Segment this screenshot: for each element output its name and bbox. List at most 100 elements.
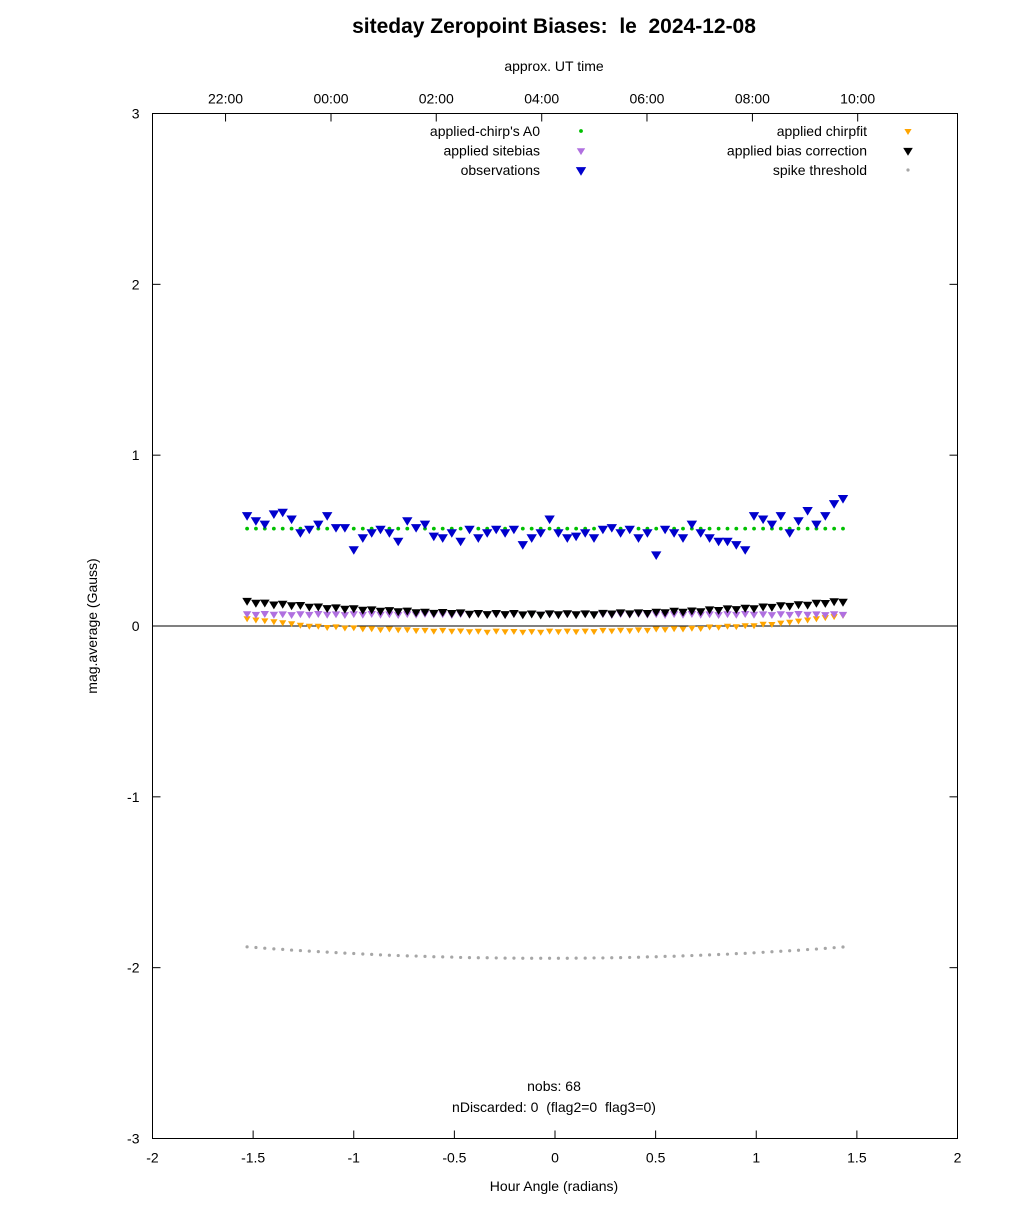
a0-point	[405, 526, 410, 531]
spike-point	[254, 945, 258, 950]
biascorr-point	[749, 605, 759, 614]
chirpfit-point	[697, 626, 705, 632]
biascorr-point	[829, 598, 839, 607]
chirpfit-point	[626, 628, 634, 635]
legend-label-observations: observations	[461, 162, 540, 178]
observations-point	[651, 551, 662, 560]
spike-point	[734, 952, 738, 956]
biascorr-point	[269, 601, 279, 610]
spike-point	[450, 955, 454, 959]
biascorr-point	[598, 609, 608, 618]
chirpfit-point	[296, 622, 304, 629]
a0-point	[476, 526, 481, 531]
observations-point	[553, 529, 564, 538]
sitebias-point	[305, 611, 314, 619]
chirpfit-point	[617, 627, 625, 634]
biascorr-point	[420, 608, 430, 617]
biascorr-point	[589, 611, 599, 620]
spike-point	[779, 949, 783, 953]
biascorr-point	[633, 609, 644, 618]
spike-point	[699, 953, 703, 957]
biascorr-point	[455, 609, 466, 618]
chirpfit-point	[581, 628, 589, 635]
observations-point	[313, 520, 324, 530]
sitebias-point	[803, 611, 812, 619]
observations-point	[731, 541, 742, 550]
observations-point	[828, 500, 840, 509]
biascorr-point	[402, 607, 413, 616]
legend-label-spike: spike threshold	[773, 162, 867, 178]
biascorr-point	[820, 600, 831, 608]
a0-point	[752, 526, 756, 531]
spike-point	[547, 956, 552, 960]
observations-point	[802, 507, 813, 516]
spike-point	[396, 953, 400, 958]
observations-point	[330, 524, 342, 533]
a0-point	[280, 526, 285, 531]
spike-point	[761, 950, 765, 954]
chirpfit-point	[741, 623, 749, 630]
spike-point	[289, 948, 294, 952]
observations-point	[348, 546, 359, 555]
observations-point	[784, 529, 795, 538]
observations-point	[508, 525, 520, 535]
observations-point	[357, 534, 368, 543]
chirpfit-point	[679, 626, 687, 633]
a0-point	[431, 526, 436, 531]
chirpfit-point	[465, 629, 474, 636]
biascorr-point	[722, 605, 733, 614]
biascorr-point	[731, 606, 742, 614]
a0-point	[254, 526, 258, 531]
observations-point	[668, 529, 680, 538]
chirpfit-point	[305, 623, 313, 630]
a0-point	[681, 526, 685, 531]
chirpfit-point	[590, 629, 598, 636]
observations-point	[757, 515, 769, 525]
a0-point	[565, 526, 570, 531]
sitebias-point	[838, 611, 848, 619]
chirpfit-point	[634, 627, 643, 634]
observations-point	[384, 529, 395, 538]
sitebias-point	[829, 611, 839, 619]
a0-point	[796, 526, 801, 531]
observations-point	[642, 529, 653, 538]
chirpfit-point	[537, 629, 545, 636]
spike-point	[432, 955, 436, 959]
spike-point	[814, 947, 819, 951]
chirpfit-point	[457, 628, 465, 635]
y-tick-label: -3	[127, 1131, 140, 1147]
biascorr-point	[447, 610, 457, 618]
sitebias-point	[785, 611, 794, 619]
chirpfit-point	[279, 620, 287, 627]
x-tick-label: -1.5	[241, 1150, 265, 1166]
chirpfit-point	[652, 626, 660, 633]
spike-point	[343, 951, 347, 955]
legend-label-chirpfit: applied chirpfit	[777, 123, 867, 139]
biascorr-point	[313, 603, 324, 612]
a0-point	[841, 526, 845, 531]
chirpfit-point	[732, 624, 740, 631]
biascorr-point	[348, 605, 359, 614]
observations-point	[766, 520, 778, 530]
observations-point	[295, 529, 306, 538]
biascorr-point	[615, 609, 626, 618]
biascorr-point	[784, 602, 795, 611]
a0-point	[636, 526, 641, 531]
biascorr-point	[518, 611, 528, 620]
spike-point	[352, 951, 356, 956]
observations-point	[437, 534, 448, 543]
observations-point	[277, 508, 288, 518]
biascorr-point	[509, 610, 519, 618]
chirpfit-point	[483, 629, 491, 636]
spike-point	[539, 956, 543, 960]
biascorr-point	[331, 604, 341, 613]
a0-point	[725, 526, 730, 531]
spike-point	[583, 956, 587, 960]
chirpfit-point	[510, 629, 518, 635]
spike-point	[370, 952, 374, 956]
observations-point	[535, 529, 546, 538]
biascorr-point	[473, 610, 484, 618]
biascorr-point	[437, 609, 448, 617]
legend-marker-observations	[575, 167, 587, 176]
